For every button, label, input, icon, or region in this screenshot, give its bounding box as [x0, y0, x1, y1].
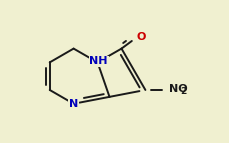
Text: NH: NH: [90, 56, 108, 66]
Text: NO: NO: [169, 84, 187, 94]
Text: N: N: [69, 99, 78, 109]
Text: O: O: [136, 32, 146, 42]
Text: 2: 2: [180, 87, 186, 96]
